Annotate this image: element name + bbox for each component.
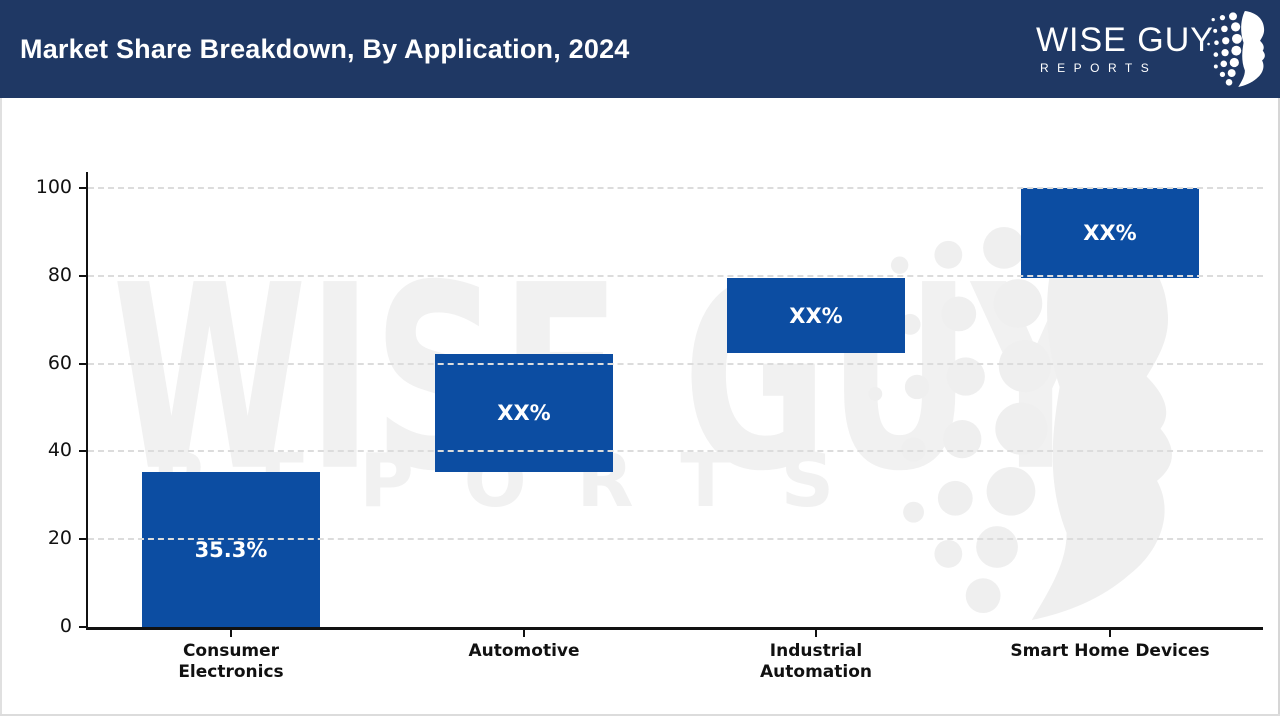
- y-tick-mark-100: [79, 187, 87, 189]
- bar-industrial-automation: XX%: [727, 277, 905, 354]
- y-axis-line: [86, 172, 88, 629]
- brand-name: WISE GUY: [1035, 21, 1214, 59]
- y-tick-mark-60: [79, 362, 87, 365]
- brand-logo-text: WISE GUY REPORTS: [1036, 23, 1214, 75]
- y-tick-mark-0: [79, 626, 87, 628]
- dotted-head-logo-icon: [1200, 10, 1266, 88]
- category-label-line: Electronics: [178, 662, 284, 682]
- y-tick-mark-20: [79, 538, 87, 541]
- category-label-line: Consumer: [182, 641, 280, 661]
- category-label-line: Smart Home Devices: [1010, 641, 1210, 661]
- y-tick-label-60: 60: [47, 351, 72, 374]
- bar-consumer-electronics: 35.3%: [142, 472, 320, 627]
- y-tick-mark-80: [79, 274, 87, 277]
- category-label-line: Industrial: [769, 641, 863, 661]
- bar-value-label-smart-home-devices: XX%: [1083, 220, 1137, 245]
- x-axis-line: [86, 627, 1263, 630]
- x-category-label-consumer-electronics: Consumer Electronics: [91, 641, 371, 683]
- bar-value-label-automotive: XX%: [497, 400, 551, 425]
- x-tick-mark-industrial-automation: [815, 629, 817, 637]
- y-gridline-20: [88, 538, 1263, 541]
- category-label-line: Automation: [760, 662, 872, 682]
- x-tick-mark-consumer-electronics: [230, 629, 232, 637]
- y-gridline-60: [88, 362, 1263, 365]
- brand-logo: WISE GUY REPORTS: [1036, 10, 1280, 88]
- bar-value-label-consumer-electronics: 35.3%: [194, 537, 268, 562]
- y-gridline-80: [88, 274, 1263, 277]
- footer-divider: [0, 714, 1280, 716]
- y-tick-label-100: 100: [35, 176, 72, 198]
- x-tick-mark-smart-home-devices: [1109, 629, 1111, 637]
- page-title: Market Share Breakdown, By Application, …: [20, 33, 630, 64]
- x-category-label-smart-home-devices: Smart Home Devices: [970, 641, 1250, 662]
- y-gridline-40: [88, 450, 1263, 453]
- bar-automotive: XX%: [435, 353, 613, 473]
- bar-value-label-industrial-automation: XX%: [789, 303, 843, 328]
- y-gridline-100: [88, 187, 1263, 189]
- bar-smart-home-devices: XX%: [1021, 188, 1199, 278]
- x-category-label-industrial-automation: Industrial Automation: [676, 641, 956, 683]
- y-tick-label-20: 20: [47, 527, 72, 550]
- header-bar: Market Share Breakdown, By Application, …: [0, 0, 1280, 98]
- category-label-line: Automotive: [468, 641, 580, 661]
- y-tick-mark-40: [79, 450, 87, 453]
- y-tick-label-0: 0: [59, 615, 72, 637]
- y-tick-label-80: 80: [47, 263, 72, 286]
- brand-tagline: REPORTS: [1039, 61, 1158, 75]
- x-tick-mark-automotive: [523, 629, 525, 637]
- x-category-label-automotive: Automotive: [384, 641, 664, 662]
- y-tick-label-40: 40: [47, 439, 72, 462]
